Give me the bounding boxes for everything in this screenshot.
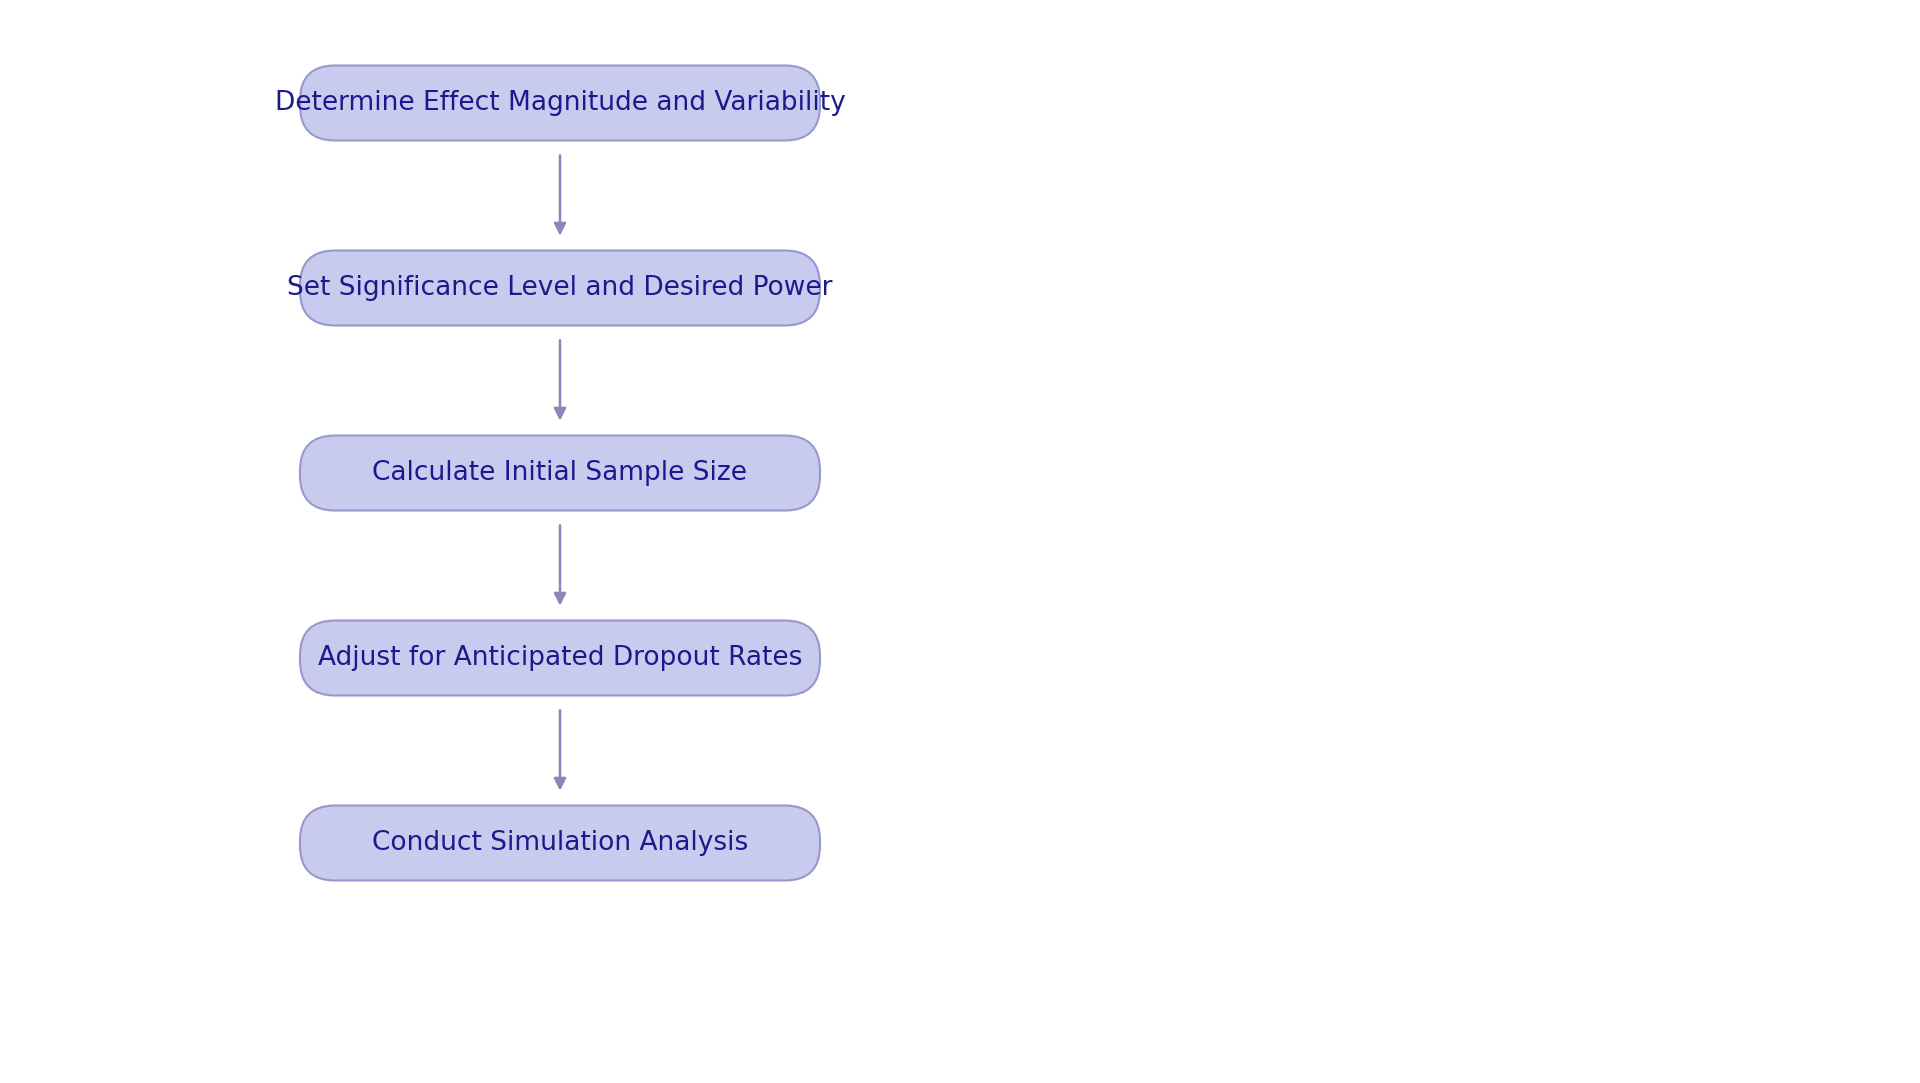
Text: Adjust for Anticipated Dropout Rates: Adjust for Anticipated Dropout Rates	[319, 645, 803, 671]
FancyBboxPatch shape	[300, 65, 820, 141]
FancyBboxPatch shape	[300, 250, 820, 326]
FancyBboxPatch shape	[300, 806, 820, 880]
FancyBboxPatch shape	[300, 435, 820, 510]
Text: Calculate Initial Sample Size: Calculate Initial Sample Size	[372, 460, 747, 486]
Text: Determine Effect Magnitude and Variability: Determine Effect Magnitude and Variabili…	[275, 90, 845, 116]
FancyBboxPatch shape	[300, 621, 820, 695]
Text: Set Significance Level and Desired Power: Set Significance Level and Desired Power	[288, 275, 833, 301]
Text: Conduct Simulation Analysis: Conduct Simulation Analysis	[372, 830, 749, 856]
